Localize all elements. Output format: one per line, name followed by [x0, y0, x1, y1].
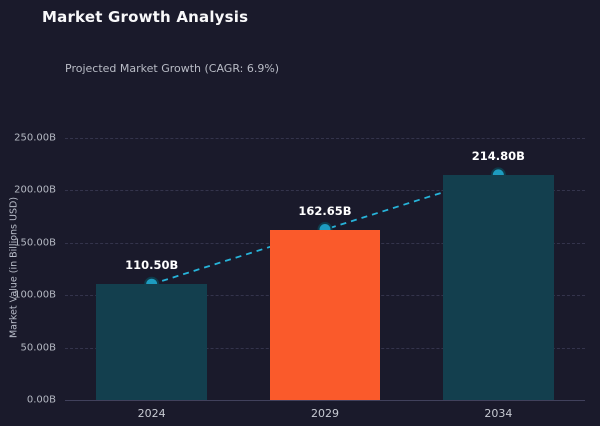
y-tick-label: 250.00B	[14, 132, 56, 144]
bar	[96, 284, 208, 400]
y-tick-label: 200.00B	[14, 184, 56, 196]
chart-title: Market Growth Analysis	[42, 8, 249, 26]
grid-line	[65, 138, 585, 139]
y-axis-title: Market Value (in Billions USD)	[8, 196, 20, 339]
x-tick-label: 2024	[137, 407, 166, 420]
y-tick-label: 50.00B	[20, 342, 57, 354]
value-label: 162.65B	[298, 203, 352, 218]
bar	[442, 174, 554, 400]
y-tick-label: 150.00B	[14, 237, 56, 249]
value-label: 110.50B	[125, 258, 179, 273]
x-axis-line	[65, 400, 585, 401]
y-tick-label: 0.00B	[26, 394, 56, 406]
x-tick-label: 2029	[311, 407, 339, 420]
grid-line	[65, 190, 585, 192]
chart-subtitle: Projected Market Growth (CAGR: 6.9%)	[65, 62, 280, 75]
bar	[269, 229, 381, 400]
x-tick-label: 2034	[484, 407, 513, 420]
plot-area: 0.00B 50.00B 100.00B 150.00B 200.00B 250.00B 2…	[14, 133, 585, 420]
y-tick-label: 100.00B	[14, 289, 56, 301]
value-label: 214.80B	[471, 148, 525, 163]
